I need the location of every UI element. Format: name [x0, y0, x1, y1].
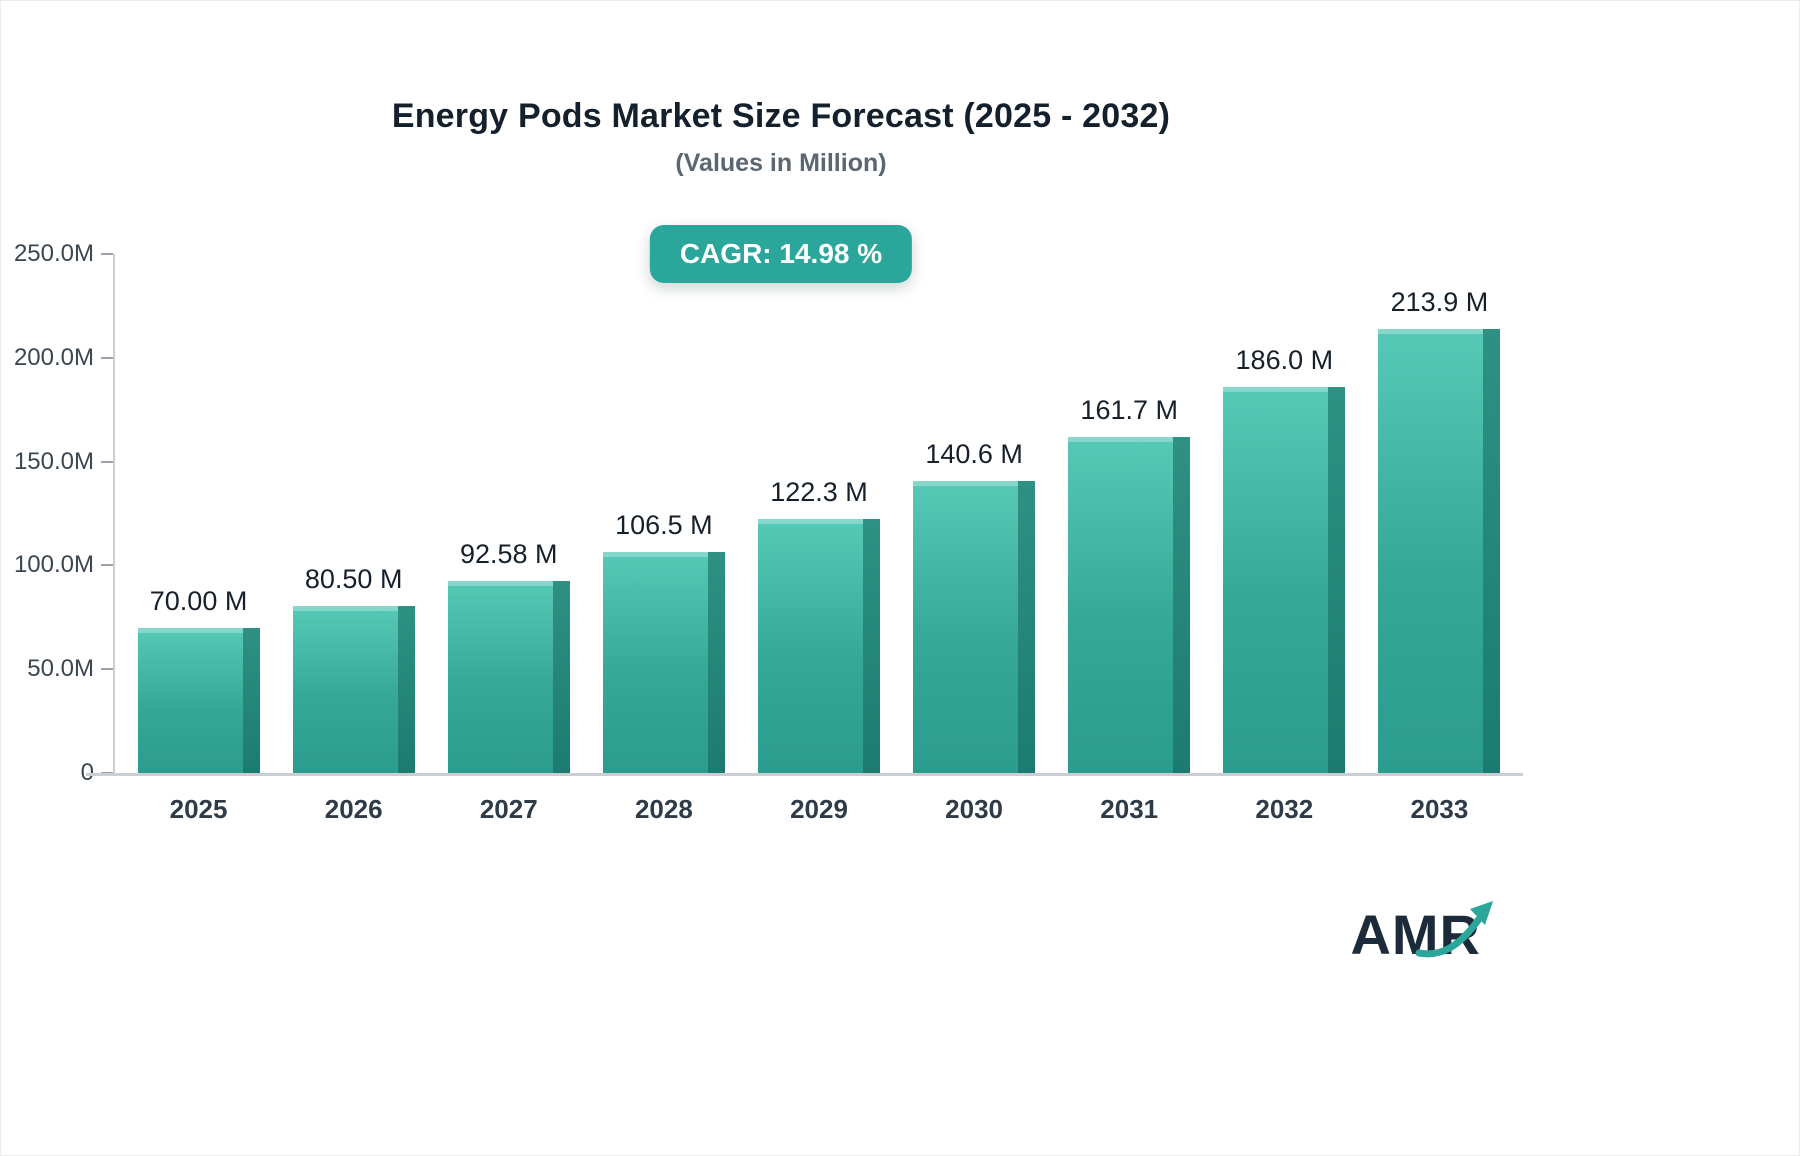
bar-value-label: 122.3 M [770, 477, 868, 508]
bar [1378, 328, 1501, 774]
bar-group: 70.00 M 2025 [121, 254, 276, 824]
bar-group: 122.3 M 2029 [741, 254, 896, 824]
bar [447, 580, 570, 774]
y-axis-tick: 0 [5, 759, 113, 786]
bar-group: 80.50 M 2026 [276, 254, 431, 824]
chart-subtitle: (Values in Million) [675, 149, 887, 177]
y-axis-tick-mark [101, 253, 113, 255]
bar-group: 186.0 M 2032 [1207, 254, 1362, 824]
y-axis-label: 0 [80, 759, 94, 786]
bar-group: 213.9 M 2033 [1362, 254, 1517, 824]
bar [602, 551, 725, 774]
bar [757, 519, 880, 773]
bar-value-label: 140.6 M [925, 439, 1023, 470]
y-axis-tick-mark [101, 564, 113, 567]
bar-value-label: 70.00 M [149, 585, 248, 616]
bar-group: 161.7 M 2031 [1052, 254, 1207, 824]
y-axis-tick-mark [101, 356, 113, 359]
x-axis-label: 2032 [1255, 794, 1314, 824]
y-axis-tick-mark [101, 460, 113, 463]
bar [1223, 386, 1346, 774]
bar [913, 481, 1036, 773]
x-axis-label: 2026 [324, 794, 383, 824]
amr-logo: AMR [1350, 901, 1493, 967]
bar-value-label: 161.7 M [1080, 395, 1178, 426]
bar [1068, 437, 1191, 773]
x-axis-label: 2033 [1410, 794, 1469, 824]
bar-group: 106.5 M 2028 [586, 254, 741, 824]
y-axis-tick: 100.0M [5, 551, 113, 579]
cagr-badge-label: CAGR: 14.98 % [679, 238, 883, 269]
y-axis-tick: 200.0M [5, 343, 113, 371]
bar-value-label: 92.58 M [459, 538, 558, 569]
x-axis-label: 2027 [479, 794, 538, 824]
y-axis-tick-mark [101, 772, 113, 774]
bar-value-label: 80.50 M [304, 563, 403, 594]
plot-area: 0 50.0M 100.0M 150.0M 200.0M 250.0M 70.00 M 20… [14, 240, 1523, 824]
bar-value-label: 213.9 M [1390, 286, 1489, 317]
cagr-badge: CAGR: 14.98 % [649, 225, 913, 283]
amr-logo-text: AMR [1350, 903, 1481, 966]
y-axis-tick-mark [101, 668, 113, 671]
y-axis-tick: 250.0M [5, 240, 113, 267]
bar [292, 605, 415, 774]
y-axis-label: 100.0M [13, 551, 94, 579]
bar-value-label: 106.5 M [615, 509, 713, 540]
y-axis-tick: 150.0M [5, 447, 113, 475]
chart-title: Energy Pods Market Size Forecast (2025 -… [391, 97, 1171, 135]
x-axis-label: 2028 [634, 794, 693, 824]
y-axis-label: 150.0M [13, 447, 94, 475]
y-axis-label: 250.0M [13, 240, 94, 267]
bars: 70.00 M 2025 80.50 M 2026 92.58 M 2027 106.5 M… [115, 254, 1523, 824]
bar-group: 92.58 M 2027 [431, 254, 586, 824]
bar-group: 140.6 M 2030 [897, 254, 1052, 824]
x-axis-label: 2030 [945, 794, 1004, 824]
y-axis: 0 50.0M 100.0M 150.0M 200.0M 250.0M [5, 240, 113, 786]
bar [137, 627, 260, 774]
y-axis-label: 200.0M [13, 343, 94, 371]
y-axis-label: 50.0M [27, 655, 94, 683]
bar-value-label: 186.0 M [1235, 344, 1334, 375]
x-axis-label: 2031 [1100, 794, 1159, 824]
x-axis-label: 2029 [790, 794, 848, 824]
y-axis-tick: 50.0M [5, 655, 113, 683]
x-axis-label: 2025 [169, 794, 228, 824]
